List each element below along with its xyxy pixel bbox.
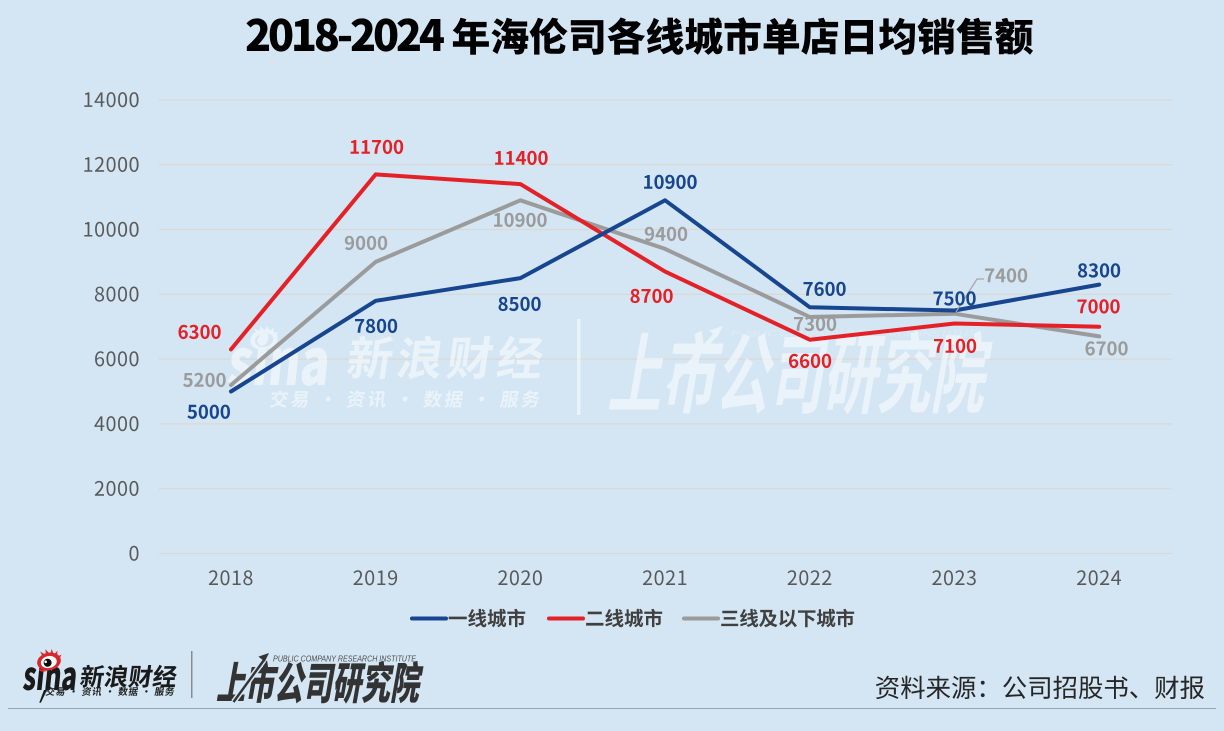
svg-text:PUBLIC COMPANY RESEARCH INSTIT: PUBLIC COMPANY RESEARCH INSTITUTE [273, 655, 417, 664]
